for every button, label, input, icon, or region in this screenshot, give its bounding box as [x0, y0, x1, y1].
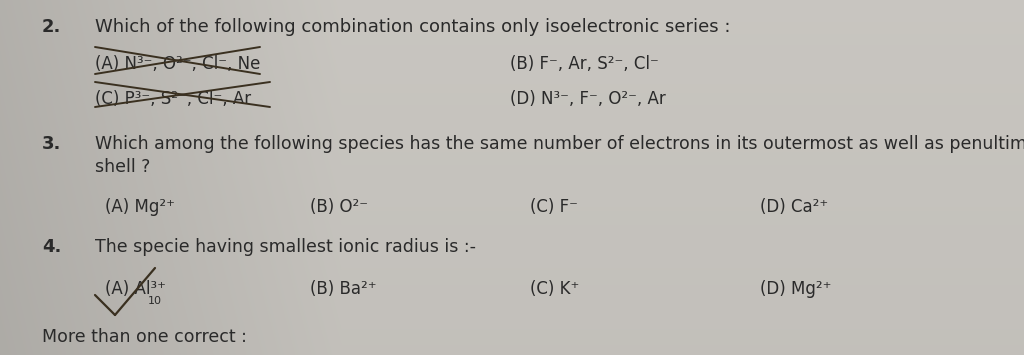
Text: More than one correct :: More than one correct : [42, 328, 247, 346]
Text: (D) Mg²⁺: (D) Mg²⁺ [760, 280, 831, 298]
Text: 4.: 4. [42, 238, 61, 256]
Text: (B) O²⁻: (B) O²⁻ [310, 198, 368, 216]
Text: Which of the following combination contains only isoelectronic series :: Which of the following combination conta… [95, 18, 730, 36]
Text: 10: 10 [148, 296, 162, 306]
Text: (B) Ba²⁺: (B) Ba²⁺ [310, 280, 377, 298]
Text: (A) Al³⁺: (A) Al³⁺ [105, 280, 166, 298]
Text: 2.: 2. [42, 18, 61, 36]
Text: The specie having smallest ionic radius is :-: The specie having smallest ionic radius … [95, 238, 476, 256]
Text: (A) N³⁻, O²⁻, Cl⁻, Ne: (A) N³⁻, O²⁻, Cl⁻, Ne [95, 55, 260, 73]
Text: (C) P³⁻, S²⁻, Cl⁻, Ar: (C) P³⁻, S²⁻, Cl⁻, Ar [95, 90, 251, 108]
Text: 3.: 3. [42, 135, 61, 153]
Text: shell ?: shell ? [95, 158, 151, 176]
Text: (A) Mg²⁺: (A) Mg²⁺ [105, 198, 175, 216]
Text: (D) Ca²⁺: (D) Ca²⁺ [760, 198, 828, 216]
Text: (B) F⁻, Ar, S²⁻, Cl⁻: (B) F⁻, Ar, S²⁻, Cl⁻ [510, 55, 658, 73]
Text: (C) K⁺: (C) K⁺ [530, 280, 580, 298]
Text: Which among the following species has the same number of electrons in its outerm: Which among the following species has th… [95, 135, 1024, 153]
Text: (C) F⁻: (C) F⁻ [530, 198, 578, 216]
Text: (D) N³⁻, F⁻, O²⁻, Ar: (D) N³⁻, F⁻, O²⁻, Ar [510, 90, 666, 108]
